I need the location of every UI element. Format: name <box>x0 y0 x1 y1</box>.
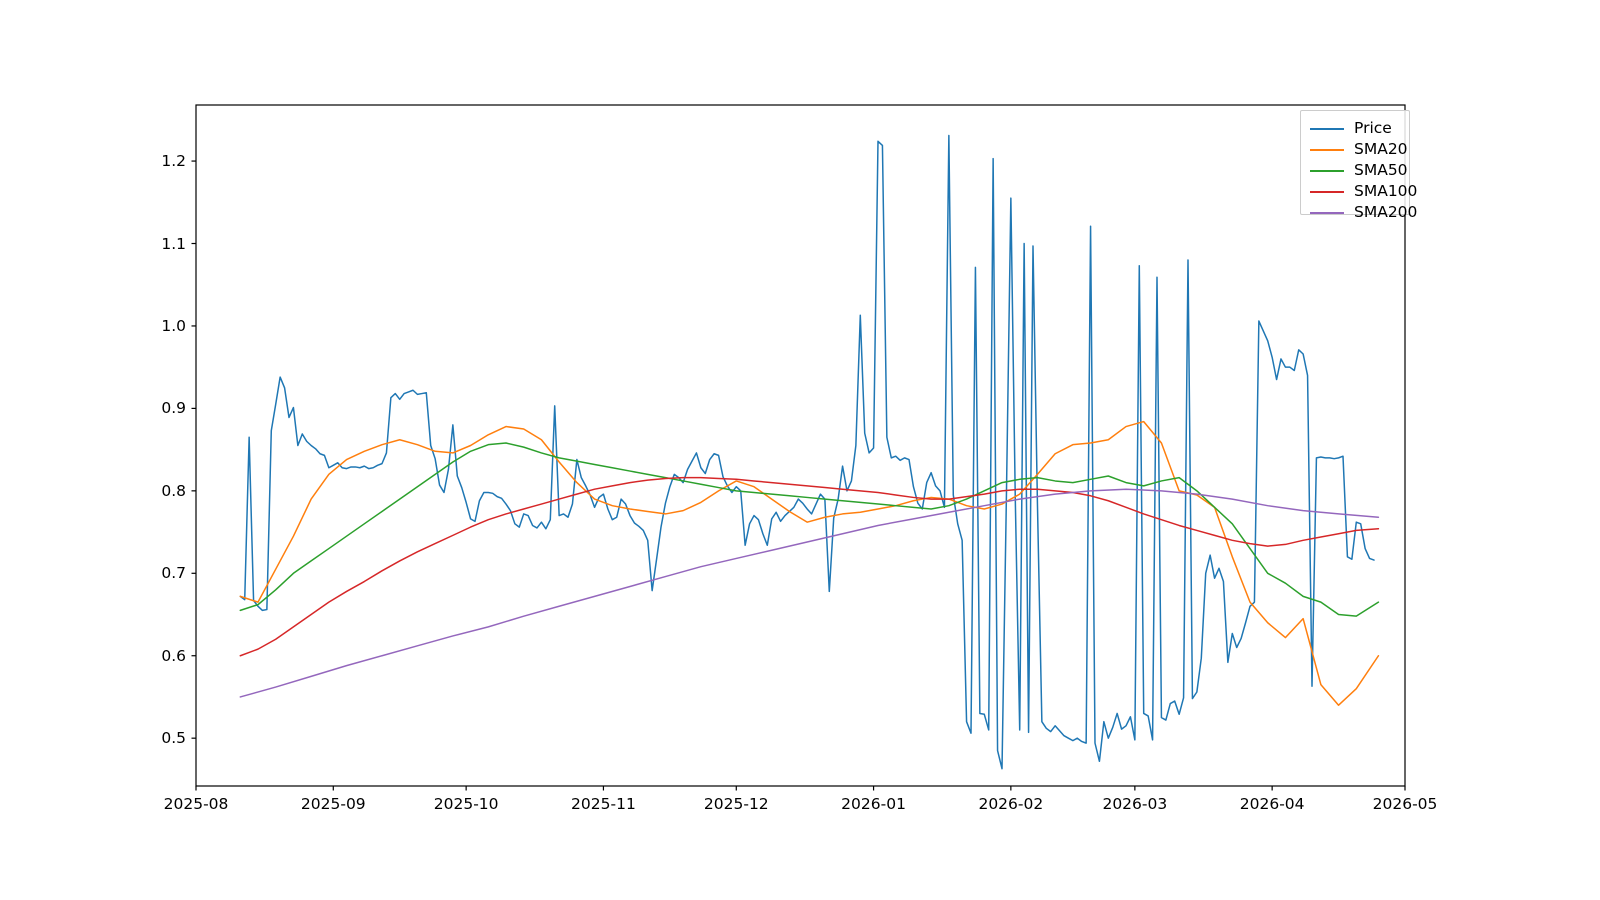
x-tick-label: 2026-01 <box>841 795 906 813</box>
x-tick-label: 2025-12 <box>703 795 769 813</box>
legend-item-sma50[interactable]: SMA50 <box>1310 160 1408 181</box>
x-tick-label: 2026-05 <box>1372 795 1438 813</box>
y-tick-label: 1.1 <box>161 234 186 253</box>
legend-swatch-sma100-icon <box>1310 190 1344 193</box>
data-series <box>239 134 1380 770</box>
y-tick-label: 1.2 <box>161 152 186 171</box>
legend-swatch-sma20-icon <box>1310 148 1344 151</box>
y-tick-label: 0.9 <box>161 399 186 418</box>
legend-swatch-sma50-icon <box>1310 169 1344 172</box>
x-tick-label: 2026-02 <box>978 795 1044 813</box>
y-tick-label: 0.5 <box>161 729 186 748</box>
y-tick-label: 0.6 <box>161 646 186 665</box>
x-tick-label: 2026-04 <box>1239 795 1305 813</box>
series-line-sma100 <box>239 476 1380 657</box>
series-line-sma200 <box>239 488 1380 698</box>
legend-swatch-sma200-icon <box>1310 211 1344 214</box>
x-tick-label: 2026-03 <box>1102 795 1168 813</box>
legend-label: SMA20 <box>1354 139 1408 158</box>
y-tick-label: 0.8 <box>161 481 186 500</box>
y-tick-label: 1.0 <box>161 316 186 335</box>
series-line-sma50 <box>239 442 1380 617</box>
legend-label: SMA100 <box>1354 181 1418 200</box>
legend-label: SMA200 <box>1354 202 1418 221</box>
legend-item-sma20[interactable]: SMA20 <box>1310 139 1408 160</box>
x-tick-label: 2025-11 <box>571 795 636 813</box>
x-tick-label: 2025-09 <box>300 795 366 813</box>
legend-item-sma200[interactable]: SMA200 <box>1310 202 1417 223</box>
series-line-price <box>239 134 1375 770</box>
axis-ticks <box>191 160 1406 791</box>
legend-item-sma100[interactable]: SMA100 <box>1310 181 1417 202</box>
legend-swatch-price-icon <box>1310 127 1344 130</box>
legend-label: SMA50 <box>1354 160 1408 179</box>
legend-item-price[interactable]: Price <box>1310 118 1399 139</box>
x-tick-label: 2025-08 <box>163 795 229 813</box>
y-tick-label: 0.7 <box>161 564 186 583</box>
chart-legend: Price SMA20 SMA50 SMA100 SMA200 <box>1300 110 1417 219</box>
x-tick-label: 2025-10 <box>433 795 499 813</box>
legend-label: Price <box>1354 118 1392 137</box>
series-line-sma20 <box>239 420 1380 706</box>
axes-frame <box>195 104 1406 787</box>
